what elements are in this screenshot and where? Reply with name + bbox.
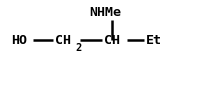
Text: Et: Et: [146, 34, 162, 47]
Text: HO: HO: [11, 34, 27, 47]
Text: CH: CH: [55, 34, 71, 47]
Text: NHMe: NHMe: [89, 6, 121, 19]
Text: 2: 2: [76, 43, 82, 54]
Text: CH: CH: [104, 34, 120, 47]
